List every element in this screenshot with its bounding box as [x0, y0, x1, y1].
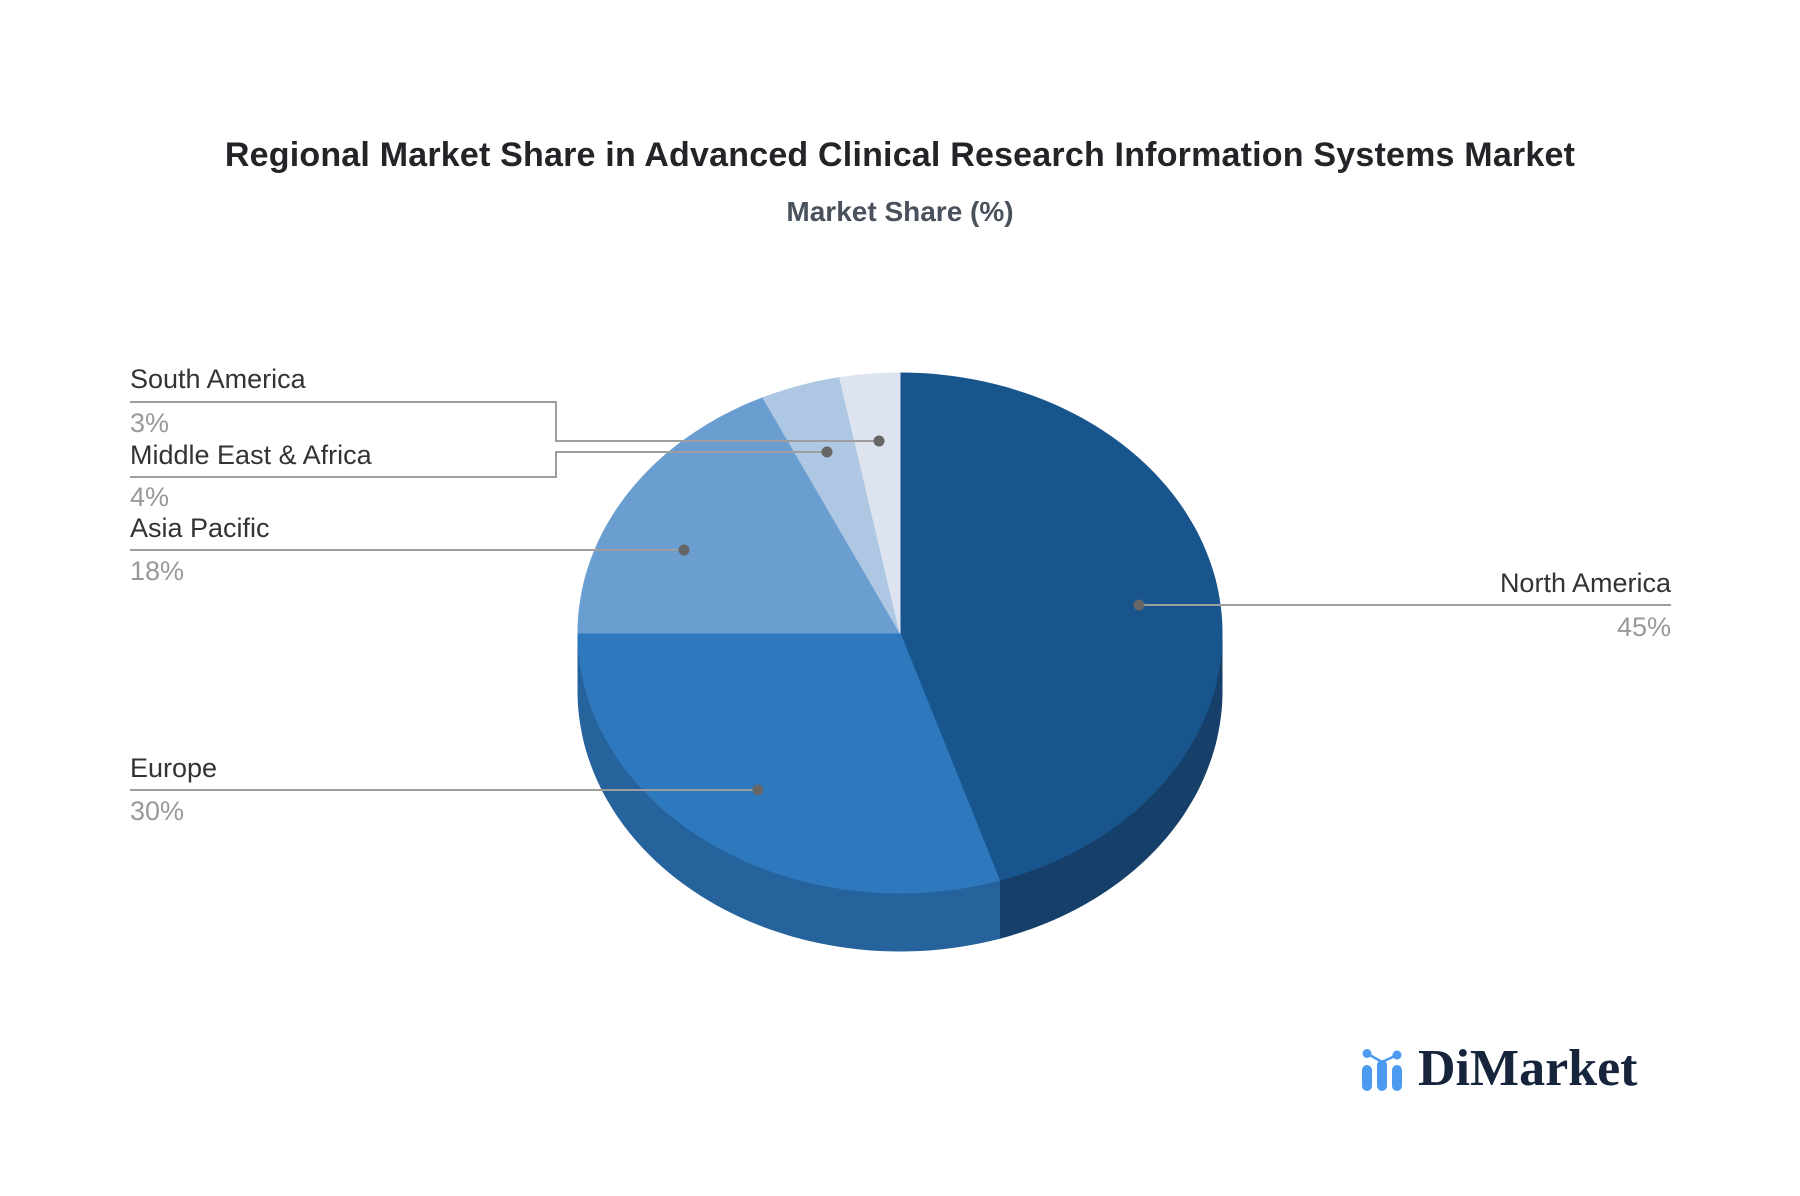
callout-dot-europe	[752, 784, 764, 796]
pie-slice-north-america[interactable]	[899, 372, 1223, 881]
callout-line-south-america	[130, 401, 879, 442]
label-middle-east-africa: Middle East & Africa	[130, 440, 372, 470]
pct-asia-pacific: 18%	[130, 556, 185, 586]
callout-dot-north-america	[1133, 599, 1145, 611]
pie-slice-south-america[interactable]	[839, 372, 901, 634]
logo-bar	[1392, 1065, 1402, 1091]
callout-line-middle-east-africa	[130, 451, 827, 478]
brand-name: DiMarket	[1418, 1040, 1638, 1097]
logo-bar	[1362, 1065, 1372, 1091]
bar-chart-logo-icon	[1362, 1049, 1402, 1091]
chart-title: Regional Market Share in Advanced Clinic…	[224, 136, 1576, 174]
pie-slice-asia-pacific[interactable]	[577, 397, 901, 634]
chart-subtitle: Market Share (%)	[786, 196, 1014, 227]
label-europe: Europe	[130, 753, 218, 783]
pie-slice-europe[interactable]	[577, 632, 1001, 894]
logo-trend-line	[1366, 1052, 1398, 1064]
logo-dot	[1392, 1050, 1402, 1060]
callout-dot-south-america	[873, 435, 885, 447]
pct-europe: 30%	[130, 796, 185, 826]
logo-bar	[1377, 1060, 1387, 1091]
callout-dot-asia-pacific	[678, 544, 690, 556]
pct-south-america: 3%	[130, 408, 170, 438]
callout-dot-middle-east-africa	[821, 446, 833, 458]
label-asia-pacific: Asia Pacific	[130, 513, 270, 543]
pct-middle-east-africa: 4%	[130, 482, 170, 512]
logo-dot	[1362, 1049, 1372, 1058]
label-south-america: South America	[130, 364, 306, 394]
pct-north-america: 45%	[1616, 612, 1671, 642]
label-north-america: North America	[1499, 568, 1671, 598]
brand-logo: DiMarket	[1360, 1040, 1637, 1098]
